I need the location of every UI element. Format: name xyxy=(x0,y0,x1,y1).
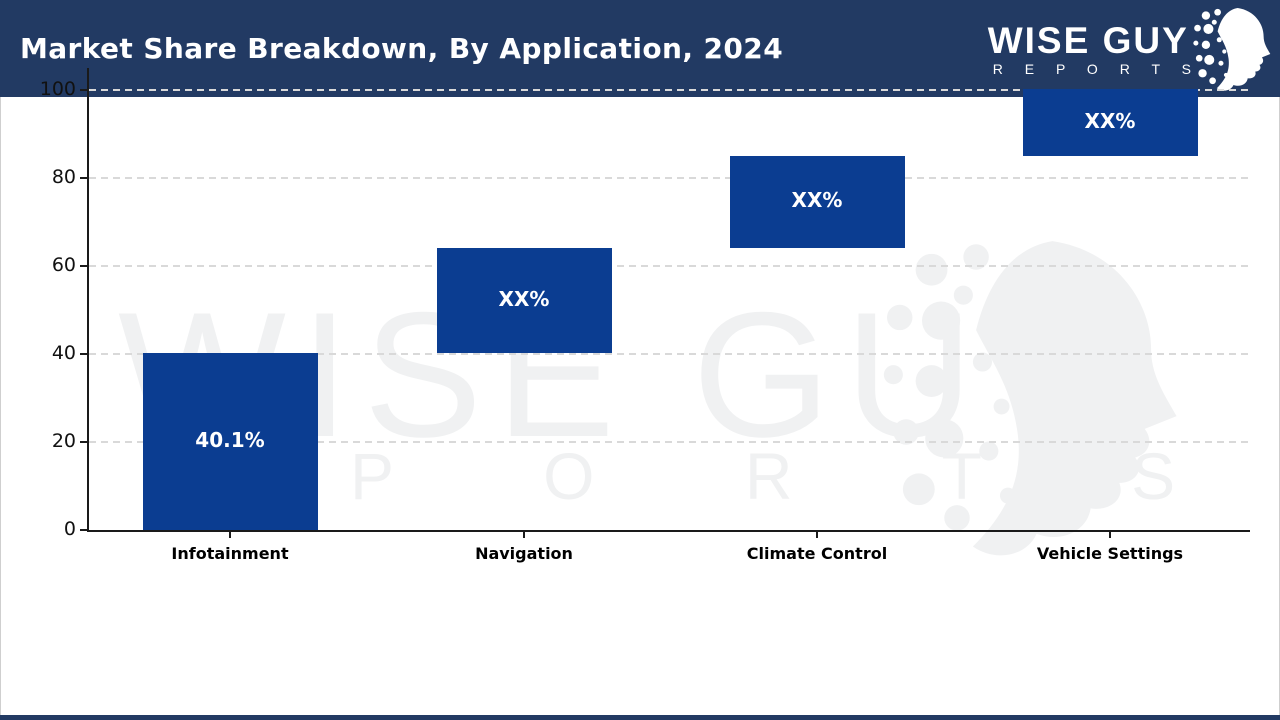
watermark-head-icon xyxy=(883,241,1177,556)
y-tick-mark xyxy=(80,264,87,267)
gridline-y20 xyxy=(89,440,1250,443)
x-tick-mark xyxy=(1109,530,1111,538)
wiseguy-wordmark: WISE GUY xyxy=(987,19,1189,61)
bar-value-label: XX% xyxy=(1084,108,1136,133)
bar-infotainment xyxy=(142,353,318,530)
x-tick-mark xyxy=(229,530,231,538)
brand-wordmark: WISE GUY R E P O R T S xyxy=(988,22,1200,76)
y-tick-label: 0 xyxy=(63,518,76,540)
x-axis xyxy=(87,530,1250,532)
bar-value-label: 40.1% xyxy=(195,427,265,452)
gridline-y60 xyxy=(89,264,1250,267)
gridline-y100 xyxy=(89,88,1250,91)
y-tick-mark xyxy=(80,529,87,531)
x-tick-mark xyxy=(523,530,525,538)
y-tick-label: 80 xyxy=(51,165,76,188)
x-tick-label: Climate Control xyxy=(746,544,888,563)
x-tick-label: Infotainment xyxy=(171,544,289,563)
y-tick-label: 100 xyxy=(39,77,76,100)
y-tick-mark xyxy=(80,176,87,179)
y-tick-label: 20 xyxy=(51,429,76,452)
footer-bar xyxy=(0,715,1280,720)
bar-navigation xyxy=(436,247,612,354)
reports-wordmark: R E P O R T S xyxy=(992,60,1200,77)
y-tick-label: 60 xyxy=(51,253,76,276)
bar-value-label: XX% xyxy=(498,286,550,311)
y-axis xyxy=(87,68,89,532)
y-tick-mark xyxy=(80,88,87,91)
y-tick-mark xyxy=(80,352,87,355)
gridline-y40 xyxy=(89,352,1250,355)
page-title: Market Share Breakdown, By Application, … xyxy=(20,32,784,65)
brand-logo: WISE GUY R E P O R T S xyxy=(988,0,1274,97)
y-tick-label: 40 xyxy=(51,341,76,364)
bar-climate-control xyxy=(729,156,905,248)
head-profile-icon xyxy=(1193,7,1271,91)
x-tick-label: Navigation xyxy=(475,544,573,563)
y-tick-mark xyxy=(80,440,87,443)
header-bar: Market Share Breakdown, By Application, … xyxy=(0,0,1280,97)
gridline-y80 xyxy=(89,176,1250,179)
bar-value-label: XX% xyxy=(791,187,843,212)
x-tick-mark xyxy=(816,530,818,538)
x-tick-label: Vehicle Settings xyxy=(1036,544,1184,563)
bar-vehicle-settings xyxy=(1022,89,1198,157)
watermark-reports-text: P O R T S xyxy=(350,439,1242,513)
